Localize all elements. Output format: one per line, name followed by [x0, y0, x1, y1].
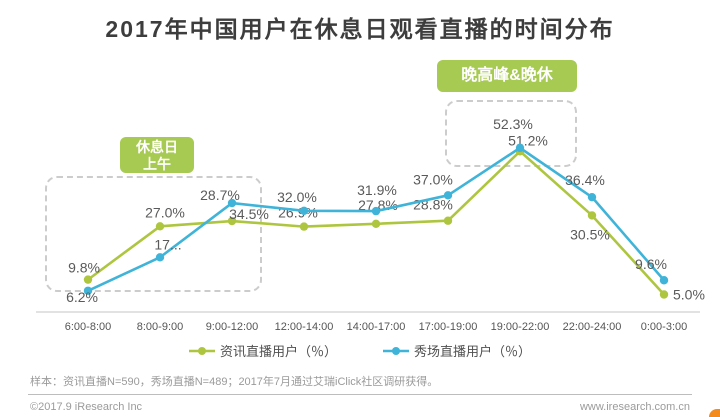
morning-annotation-box: [45, 176, 262, 292]
data-point: [371, 206, 381, 216]
legend-marker-icon: [383, 346, 409, 355]
x-axis-label: 17:00-19:00: [419, 321, 478, 333]
copyright-text: ©2017.9 iResearch Inc: [30, 401, 143, 413]
x-axis-label: 19:00-22:00: [491, 321, 550, 333]
data-label: 17...: [154, 236, 181, 252]
data-point: [659, 290, 669, 299]
legend-label: 资讯直播用户（％）: [219, 344, 337, 359]
x-axis-label: 12:00-14:00: [275, 321, 334, 333]
data-label: 26.9%: [278, 205, 318, 221]
corner-decoration: [709, 409, 720, 417]
legend-label: 秀场直播用户（％）: [414, 344, 532, 359]
data-label: 31.9%: [357, 182, 397, 198]
morning-badge-line1: 休息日: [136, 139, 178, 155]
data-point: [371, 219, 381, 229]
data-label: 9.6%: [635, 256, 667, 272]
data-point: [227, 198, 237, 208]
data-point: [587, 192, 597, 202]
legend-marker-icon: [188, 346, 215, 355]
x-axis-label: 9:00-12:00: [206, 321, 259, 333]
data-label: 37.0%: [413, 171, 453, 187]
footer-row: ©2017.9 iResearch Inc www.iresearch.com.…: [30, 401, 690, 413]
x-axis-label: 8:00-9:00: [137, 321, 183, 333]
data-point: [155, 222, 165, 231]
legend-item: 资讯直播用户（％）: [188, 341, 337, 360]
data-point: [587, 211, 597, 220]
data-point: [443, 191, 453, 200]
data-label: 9.8%: [68, 260, 100, 276]
data-label: 28.7%: [200, 187, 240, 203]
data-point: [443, 216, 453, 225]
evening-badge: 晚高峰&晚休: [437, 60, 577, 92]
data-label: 51.2%: [508, 132, 548, 148]
data-label: 52.3%: [493, 116, 533, 132]
data-label: 34.5%: [229, 206, 269, 222]
data-point: [299, 206, 309, 215]
x-axis-label: 22:00-24:00: [563, 321, 622, 333]
x-axis-label: 6:00-8:00: [65, 321, 111, 333]
x-axis-label: 14:00-17:00: [347, 321, 406, 333]
data-point: [227, 216, 237, 226]
data-point: [299, 222, 309, 231]
data-point: [83, 275, 93, 284]
sample-note: 样本：资讯直播N=590，秀场直播N=489；2017年7月通过艾瑞iClick…: [30, 376, 439, 388]
data-label: 5.0%: [673, 287, 705, 303]
data-point: [515, 143, 525, 153]
data-point: [155, 253, 165, 262]
page-title: 2017年中国用户在休息日观看直播的时间分布: [105, 16, 615, 42]
data-point: [83, 286, 93, 295]
evening-annotation-box: [445, 100, 577, 167]
data-label: 32.0%: [277, 189, 317, 205]
legend-item: 秀场直播用户（％）: [383, 341, 531, 360]
data-label: 27.0%: [145, 204, 185, 220]
data-point: [659, 276, 669, 285]
website-text: www.iresearch.com.cn: [579, 401, 690, 413]
data-label: 6.2%: [66, 289, 98, 305]
footer-divider: [28, 394, 692, 395]
morning-badge-line2: 上午: [143, 156, 171, 172]
chart-legend: 资讯直播用户（％） 秀场直播用户（％）: [0, 341, 720, 360]
data-label: 36.4%: [565, 172, 605, 188]
data-label: 30.5%: [570, 226, 610, 242]
morning-badge: 休息日 上午: [120, 137, 194, 173]
x-axis-label: 0:00-3:00: [641, 321, 687, 333]
